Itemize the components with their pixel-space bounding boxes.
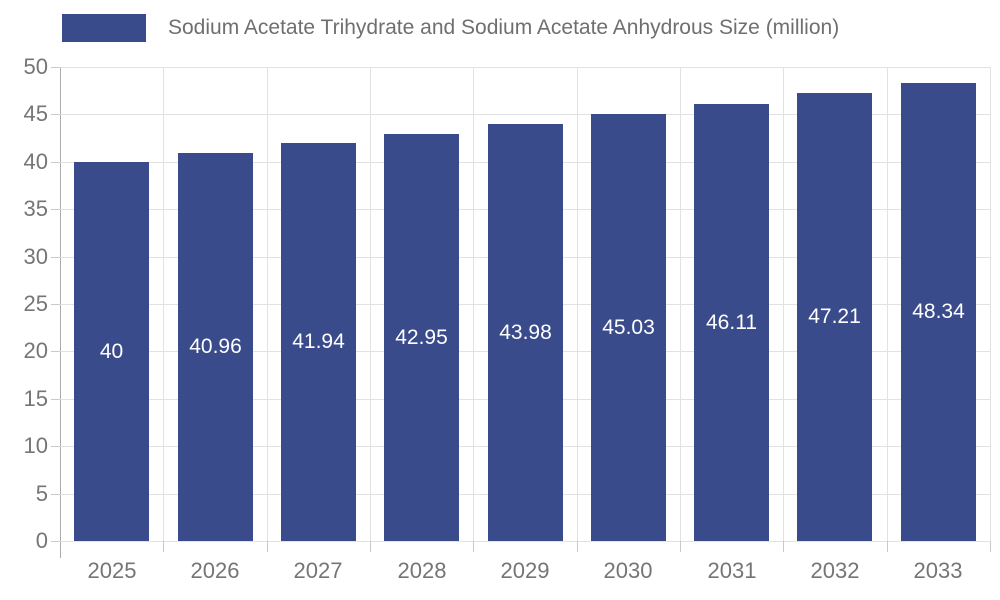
v-gridline — [267, 67, 268, 541]
y-tick-mark — [51, 257, 60, 258]
y-tick-label: 35 — [23, 196, 48, 221]
x-tick-label-2025: 2025 — [87, 558, 137, 583]
bar-value-label: 42.95 — [395, 326, 448, 349]
x-tick-mark — [163, 541, 164, 552]
bar-2027: 41.94 — [281, 143, 356, 541]
y-axis-line — [60, 67, 61, 558]
y-axis-labels: 0 5 10 15 20 25 30 35 40 45 50 — [0, 54, 48, 553]
h-gridline — [60, 114, 990, 115]
v-gridline — [370, 67, 371, 541]
bar-value-label: 46.11 — [706, 311, 757, 334]
y-tick-label: 45 — [23, 101, 48, 126]
legend-series-label: Sodium Acetate Trihydrate and Sodium Ace… — [168, 16, 840, 39]
y-tick-label: 50 — [23, 54, 48, 79]
y-tick-label: 40 — [23, 149, 48, 174]
x-tick-mark — [370, 541, 371, 552]
y-tick-label: 30 — [23, 244, 48, 269]
x-tick-mark — [990, 541, 991, 552]
v-gridline — [163, 67, 164, 541]
y-tick-mark — [51, 304, 60, 305]
bar-value-label: 40.96 — [189, 335, 242, 358]
bar-2026: 40.96 — [178, 153, 253, 541]
bar-2030: 45.03 — [591, 114, 666, 541]
plot-area: 40 40.96 41.94 42.95 43.98 45.03 46.11 47.21 48.… — [60, 67, 991, 542]
bar-value-label: 45.03 — [602, 316, 655, 339]
y-tick-label: 25 — [23, 291, 48, 316]
x-tick-mark — [783, 541, 784, 552]
y-tick-mark — [51, 209, 60, 210]
y-tick-mark — [51, 351, 60, 352]
chart-legend: Sodium Acetate Trihydrate and Sodium Ace… — [62, 13, 839, 43]
v-gridline — [577, 67, 578, 541]
y-tick-mark — [51, 494, 60, 495]
x-tick-label-2027: 2027 — [293, 558, 343, 583]
v-gridline — [887, 67, 888, 541]
y-tick-mark — [51, 114, 60, 115]
y-tick-label: 10 — [23, 433, 48, 458]
v-gridline — [680, 67, 681, 541]
y-tick-label: 5 — [35, 481, 48, 506]
x-tick-mark — [577, 541, 578, 552]
bar-2025: 40 — [74, 162, 149, 541]
h-gridline — [60, 67, 990, 68]
bar-2033: 48.34 — [901, 83, 976, 541]
v-gridline — [783, 67, 784, 541]
legend-swatch — [62, 14, 146, 42]
y-tick-mark — [51, 399, 60, 400]
x-tick-mark — [680, 541, 681, 552]
x-tick-label-2033: 2033 — [913, 558, 963, 583]
x-tick-mark — [887, 541, 888, 552]
y-tick-mark — [51, 446, 60, 447]
bar-value-label: 43.98 — [499, 321, 552, 344]
v-gridline — [990, 67, 991, 541]
bar-2031: 46.11 — [694, 104, 769, 541]
x-tick-label-2026: 2026 — [190, 558, 240, 583]
x-tick-mark — [473, 541, 474, 552]
v-gridline — [473, 67, 474, 541]
x-tick-label-2032: 2032 — [810, 558, 860, 583]
y-tick-label: 15 — [23, 386, 48, 411]
bar-value-label: 40 — [99, 340, 124, 363]
x-tick-label-2031: 2031 — [707, 558, 757, 583]
x-tick-mark — [267, 541, 268, 552]
y-tick-mark — [51, 541, 60, 542]
bar-value-label: 48.34 — [912, 300, 965, 323]
y-tick-label: 0 — [35, 528, 48, 553]
y-tick-mark — [51, 67, 60, 68]
bar-2028: 42.95 — [384, 134, 459, 541]
x-tick-label-2029: 2029 — [500, 558, 550, 583]
y-tick-mark — [51, 162, 60, 163]
bar-2032: 47.21 — [797, 93, 872, 541]
bar-value-label: 47.21 — [808, 305, 861, 328]
x-tick-label-2028: 2028 — [397, 558, 447, 583]
h-gridline — [60, 541, 990, 542]
y-tick-label: 20 — [23, 338, 48, 363]
bar-2029: 43.98 — [488, 124, 563, 541]
x-axis-labels: 2025 2026 2027 2028 2029 2030 2031 2032 2033 — [60, 553, 990, 589]
x-tick-label-2030: 2030 — [603, 558, 653, 583]
bar-value-label: 41.94 — [292, 330, 345, 353]
